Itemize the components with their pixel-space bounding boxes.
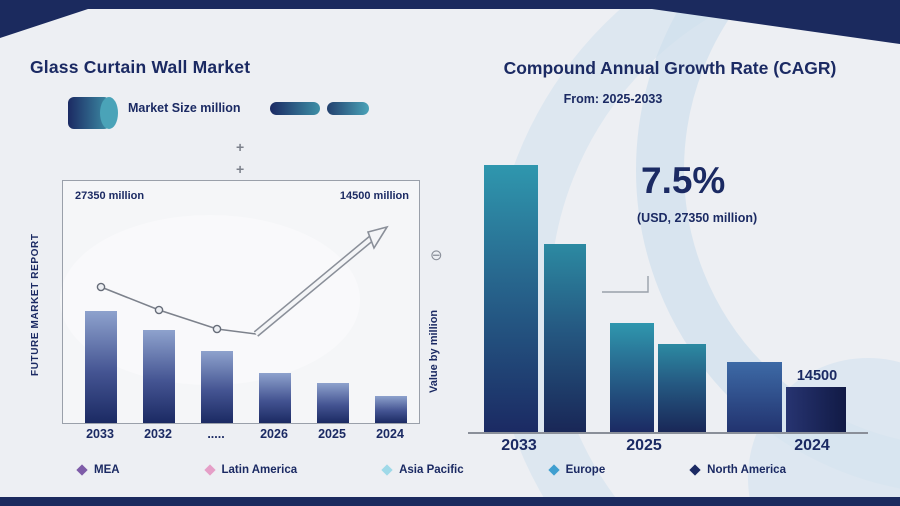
- left-x-label-2025: 2025: [318, 427, 346, 441]
- plus-glyph-2: +: [236, 161, 245, 177]
- left-x-label-2032: 2032: [144, 427, 172, 441]
- cylinder-icon: [68, 97, 118, 129]
- market-size-legend-label: Market Size million: [128, 101, 241, 115]
- legend-item-latin-america: Latin America: [203, 464, 298, 476]
- left-bar-2033: [85, 311, 117, 423]
- right-y-axis-label: Value by million: [428, 309, 440, 393]
- cagr-value: 7.5%: [641, 160, 726, 201]
- legend-diamond-icon: [76, 464, 88, 476]
- legend-diamond-icon: [547, 464, 560, 476]
- legend-item-mea: MEA: [76, 464, 120, 476]
- left-chart-max-value: 27350 million: [75, 190, 145, 202]
- legend-label: North America: [707, 464, 786, 476]
- right-x-label-2025: 2025: [626, 437, 662, 454]
- left-x-label-2033: 2033: [86, 427, 114, 441]
- right-chart-title: Compound Annual Growth Rate (CAGR): [503, 58, 837, 78]
- left-x-axis-labels: 2033 2032..... 2026 2025 2024: [62, 427, 422, 445]
- right-x-label-2033: 2033: [501, 437, 537, 454]
- pill-decoration-1: [270, 102, 320, 115]
- left-x-label-2026: 2026: [260, 427, 288, 441]
- legend-diamond-icon: [381, 464, 393, 476]
- left-bar-2024: [375, 396, 407, 423]
- left-chart-min-value: 14500 million: [339, 190, 409, 202]
- left-bar-2032: [143, 330, 175, 423]
- right-x-label-2024: 2024: [794, 437, 830, 454]
- left-chart-title: Glass Curtain Wall Market: [30, 57, 251, 77]
- legend-label: Europe: [565, 464, 606, 476]
- right-x-axis-labels: 2033 2025 2024: [0, 437, 900, 459]
- legend-label: Latin America: [221, 464, 298, 476]
- legend-label: MEA: [94, 464, 120, 476]
- trend-arrow: [96, 225, 389, 337]
- legend-label: Asia Pacific: [399, 464, 464, 476]
- left-bar-.....: [201, 351, 233, 423]
- plus-glyph-1: +: [236, 139, 245, 155]
- circle-minus-icon: ⊖: [430, 247, 443, 264]
- legend-diamond-icon: [689, 464, 701, 476]
- left-y-axis-label: FUTURE MARKET REPORT: [30, 233, 41, 377]
- left-chart-plot-area: 27350 million 14500 million: [62, 180, 420, 424]
- legend-item-europe: Europe: [547, 464, 606, 476]
- legend-diamond-icon: [203, 464, 216, 476]
- legend-item-asia-pacific: Asia Pacific: [381, 464, 464, 476]
- left-x-label-.....: .....: [207, 427, 225, 441]
- legend-item-north-america: North America: [689, 464, 786, 476]
- cagr-note: (USD, 27350 million): [637, 211, 758, 225]
- region-legend: MEA Latin America Asia Pacific Europe North …: [76, 464, 786, 476]
- left-x-label-2024: 2024: [376, 427, 404, 441]
- bar-value-label: 14500: [796, 368, 838, 384]
- bracket-decoration: [602, 276, 649, 293]
- left-bar-2025: [317, 383, 349, 423]
- left-bar-2026: [259, 373, 291, 423]
- right-chart-subtitle: From: 2025-2033: [563, 92, 663, 106]
- pill-decoration-2: [327, 102, 369, 115]
- right-x-axis-line: [468, 432, 868, 434]
